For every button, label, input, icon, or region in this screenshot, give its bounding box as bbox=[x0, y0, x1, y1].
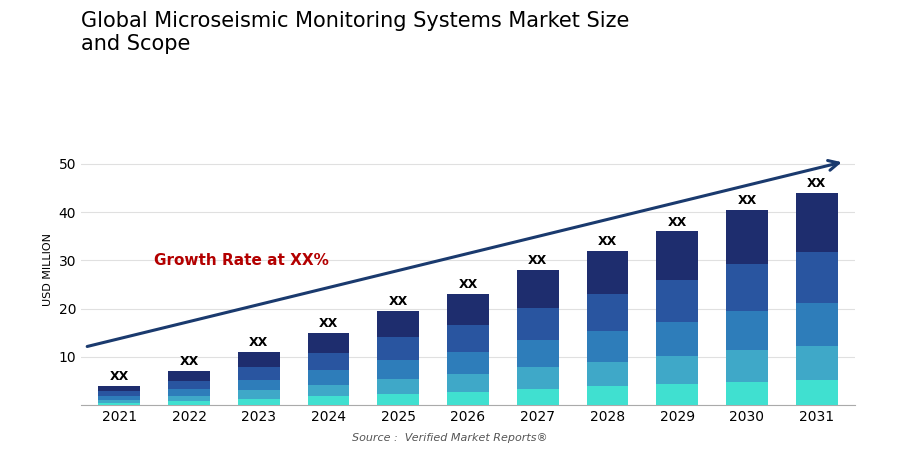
Bar bbox=[587, 362, 628, 387]
Bar bbox=[308, 370, 349, 385]
Bar bbox=[168, 389, 210, 396]
Bar bbox=[238, 399, 280, 405]
Text: XX: XX bbox=[249, 336, 268, 349]
Bar bbox=[98, 403, 140, 405]
Bar bbox=[587, 387, 628, 405]
Bar bbox=[796, 303, 838, 346]
Bar bbox=[377, 311, 419, 338]
Text: Growth Rate at XX%: Growth Rate at XX% bbox=[154, 253, 329, 268]
Text: XX: XX bbox=[319, 317, 338, 330]
Bar bbox=[447, 374, 489, 392]
Bar bbox=[517, 389, 559, 405]
Bar bbox=[168, 381, 210, 389]
Text: XX: XX bbox=[110, 370, 129, 383]
Bar bbox=[587, 294, 628, 331]
Bar bbox=[98, 386, 140, 391]
Bar bbox=[447, 352, 489, 374]
Bar bbox=[308, 353, 349, 370]
Bar bbox=[517, 340, 559, 367]
Bar bbox=[587, 331, 628, 362]
Bar bbox=[796, 346, 838, 379]
Bar bbox=[377, 379, 419, 394]
Bar bbox=[377, 394, 419, 405]
Bar bbox=[796, 252, 838, 303]
Bar bbox=[308, 396, 349, 405]
Bar bbox=[238, 367, 280, 379]
Text: XX: XX bbox=[458, 278, 478, 291]
Text: XX: XX bbox=[668, 216, 687, 229]
Text: XX: XX bbox=[389, 295, 408, 308]
Bar bbox=[517, 308, 559, 340]
Text: XX: XX bbox=[179, 356, 199, 369]
Bar bbox=[656, 280, 698, 322]
Bar bbox=[447, 325, 489, 352]
Bar bbox=[726, 382, 768, 405]
Bar bbox=[238, 352, 280, 367]
Text: Source :  Verified Market Reports®: Source : Verified Market Reports® bbox=[352, 433, 548, 443]
Bar bbox=[308, 385, 349, 396]
Bar bbox=[98, 391, 140, 396]
Bar bbox=[377, 360, 419, 379]
Bar bbox=[98, 400, 140, 403]
Bar bbox=[656, 322, 698, 356]
Text: Global Microseismic Monitoring Systems Market Size
and Scope: Global Microseismic Monitoring Systems M… bbox=[81, 11, 629, 54]
Bar bbox=[517, 270, 559, 308]
Bar bbox=[796, 193, 838, 252]
Y-axis label: USD MILLION: USD MILLION bbox=[43, 234, 53, 306]
Bar bbox=[168, 371, 210, 381]
Bar bbox=[726, 350, 768, 382]
Text: XX: XX bbox=[598, 235, 617, 248]
Bar bbox=[238, 379, 280, 390]
Text: XX: XX bbox=[737, 194, 757, 207]
Bar bbox=[308, 333, 349, 353]
Bar bbox=[656, 231, 698, 280]
Bar bbox=[377, 338, 419, 360]
Bar bbox=[168, 396, 210, 401]
Bar bbox=[587, 251, 628, 294]
Bar bbox=[447, 392, 489, 405]
Bar bbox=[447, 294, 489, 325]
Bar bbox=[238, 390, 280, 399]
Bar bbox=[726, 210, 768, 265]
Bar bbox=[796, 379, 838, 405]
Bar bbox=[726, 311, 768, 350]
Text: XX: XX bbox=[807, 177, 826, 190]
Bar bbox=[726, 265, 768, 311]
Bar bbox=[656, 384, 698, 405]
Bar bbox=[656, 356, 698, 384]
Bar bbox=[98, 396, 140, 400]
Bar bbox=[517, 367, 559, 389]
Bar bbox=[168, 401, 210, 405]
Text: XX: XX bbox=[528, 254, 547, 267]
